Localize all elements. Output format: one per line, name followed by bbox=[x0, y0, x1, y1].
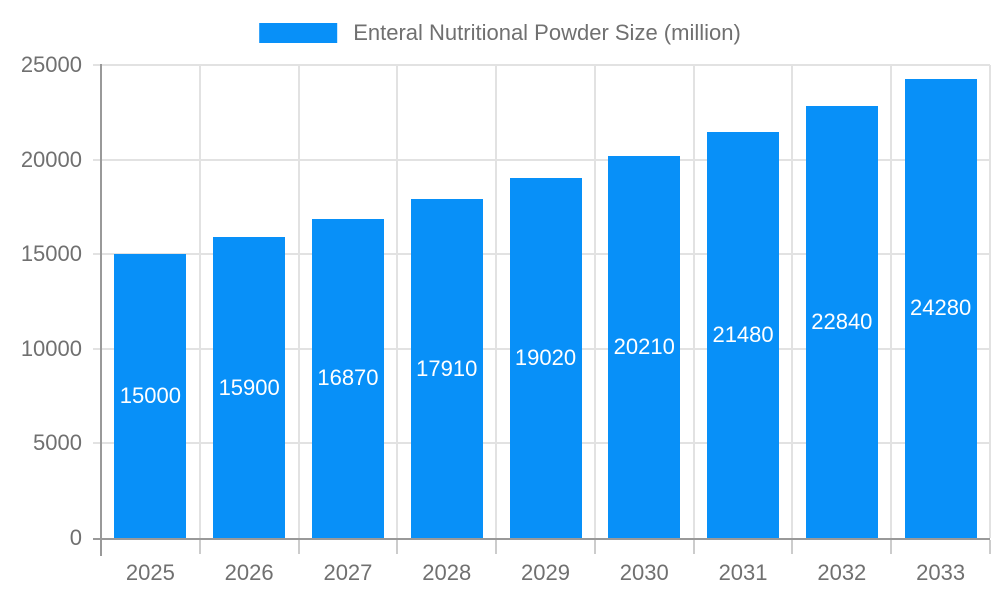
v-gridline bbox=[989, 65, 991, 538]
x-tick-label-2030: 2030 bbox=[619, 560, 669, 585]
v-gridline bbox=[495, 65, 498, 538]
bar-value-label-2028: 17910 bbox=[416, 355, 478, 381]
bar-value-label-2027: 16870 bbox=[317, 365, 379, 391]
y-tick-label-10000: 10000 bbox=[20, 335, 82, 361]
x-tick-label-2031: 2031 bbox=[718, 560, 768, 585]
bar-2028 bbox=[410, 199, 483, 538]
legend-swatch bbox=[259, 23, 338, 43]
y-axis-line bbox=[100, 64, 102, 556]
x-axis-tick bbox=[297, 540, 300, 554]
x-tick-label-2026: 2026 bbox=[224, 560, 274, 585]
bar-value-label-2031: 21480 bbox=[712, 321, 774, 347]
v-gridline bbox=[396, 65, 399, 538]
x-axis-tick bbox=[198, 540, 201, 554]
x-tick-label-2028: 2028 bbox=[422, 560, 472, 585]
v-gridline bbox=[198, 65, 201, 538]
x-axis-tick bbox=[495, 540, 498, 554]
legend: Enteral Nutritional Powder Size (million… bbox=[259, 20, 741, 46]
x-axis-tick bbox=[989, 540, 991, 554]
x-axis-tick bbox=[692, 540, 695, 554]
bar-2029 bbox=[509, 178, 582, 538]
bar-2031 bbox=[707, 131, 780, 538]
bar-value-label-2026: 15900 bbox=[218, 374, 280, 400]
bar-2027 bbox=[311, 218, 384, 538]
x-axis-tick bbox=[890, 540, 893, 554]
x-axis-tick bbox=[791, 540, 794, 554]
bar-2026 bbox=[213, 237, 286, 538]
x-axis-tick bbox=[593, 540, 596, 554]
x-tick-label-2025: 2025 bbox=[125, 560, 175, 585]
bar-value-label-2029: 19020 bbox=[514, 345, 577, 371]
h-gridline bbox=[93, 158, 990, 161]
x-tick-label-2027: 2027 bbox=[323, 560, 373, 585]
x-axis-tick bbox=[396, 540, 399, 554]
v-gridline bbox=[890, 65, 893, 538]
x-axis-line bbox=[93, 538, 990, 540]
y-tick-label-5000: 5000 bbox=[33, 430, 82, 456]
bar-value-label-2032: 22840 bbox=[811, 308, 873, 334]
y-tick-label-15000: 15000 bbox=[20, 241, 82, 267]
legend-label: Enteral Nutritional Powder Size (million… bbox=[353, 20, 741, 45]
bar-2032 bbox=[805, 105, 878, 538]
v-gridline bbox=[692, 65, 695, 538]
v-gridline bbox=[593, 65, 596, 538]
x-tick-label-2032: 2032 bbox=[817, 560, 867, 585]
v-gridline bbox=[791, 65, 794, 538]
y-tick-label-25000: 25000 bbox=[20, 52, 82, 77]
bar-value-label-2025: 15000 bbox=[119, 383, 181, 409]
x-tick-label-2033: 2033 bbox=[916, 560, 966, 585]
x-tick-label-2029: 2029 bbox=[521, 560, 570, 585]
y-tick-label-0: 0 bbox=[69, 525, 82, 550]
bar-2033 bbox=[904, 78, 977, 538]
bar-2030 bbox=[608, 155, 681, 538]
v-gridline bbox=[297, 65, 300, 538]
y-tick-label-20000: 20000 bbox=[20, 146, 82, 172]
bar-2025 bbox=[114, 254, 187, 538]
bar-value-label-2030: 20210 bbox=[613, 333, 675, 359]
h-gridline bbox=[93, 64, 990, 66]
bar-value-label-2033: 24280 bbox=[910, 295, 972, 321]
